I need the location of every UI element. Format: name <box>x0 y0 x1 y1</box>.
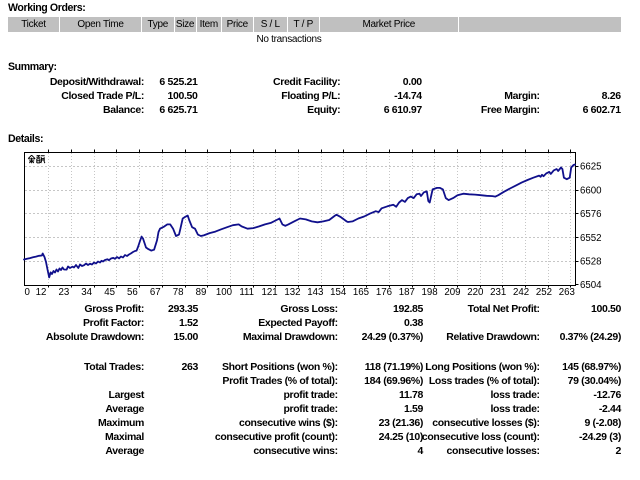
svg-text:231: 231 <box>490 287 506 298</box>
svg-text:6528: 6528 <box>580 257 602 268</box>
svg-text:89: 89 <box>196 287 207 298</box>
svg-text:6552: 6552 <box>580 233 602 244</box>
svg-text:187: 187 <box>399 287 415 298</box>
svg-text:198: 198 <box>422 287 438 298</box>
svg-text:242: 242 <box>513 287 529 298</box>
svg-text:78: 78 <box>173 287 184 298</box>
svg-text:220: 220 <box>467 287 484 298</box>
svg-text:34: 34 <box>81 287 92 298</box>
svg-text:165: 165 <box>353 287 369 298</box>
svg-text:67: 67 <box>150 287 161 298</box>
svg-text:12: 12 <box>36 287 47 298</box>
svg-text:6576: 6576 <box>580 209 602 220</box>
svg-text:154: 154 <box>330 287 347 298</box>
svg-text:143: 143 <box>307 287 323 298</box>
svg-text:6504: 6504 <box>580 280 602 291</box>
svg-text:121: 121 <box>262 287 278 298</box>
svg-text:176: 176 <box>376 287 392 298</box>
svg-text:252: 252 <box>536 287 552 298</box>
svg-text:45: 45 <box>104 287 115 298</box>
svg-text:0: 0 <box>25 287 31 298</box>
svg-text:56: 56 <box>127 287 138 298</box>
svg-text:132: 132 <box>284 287 300 298</box>
svg-text:23: 23 <box>59 287 70 298</box>
svg-text:100: 100 <box>216 287 233 298</box>
svg-text:6625: 6625 <box>580 162 602 173</box>
svg-text:111: 111 <box>239 287 254 298</box>
svg-text:6600: 6600 <box>580 185 602 196</box>
svg-text:209: 209 <box>444 287 460 298</box>
svg-text:263: 263 <box>559 287 575 298</box>
